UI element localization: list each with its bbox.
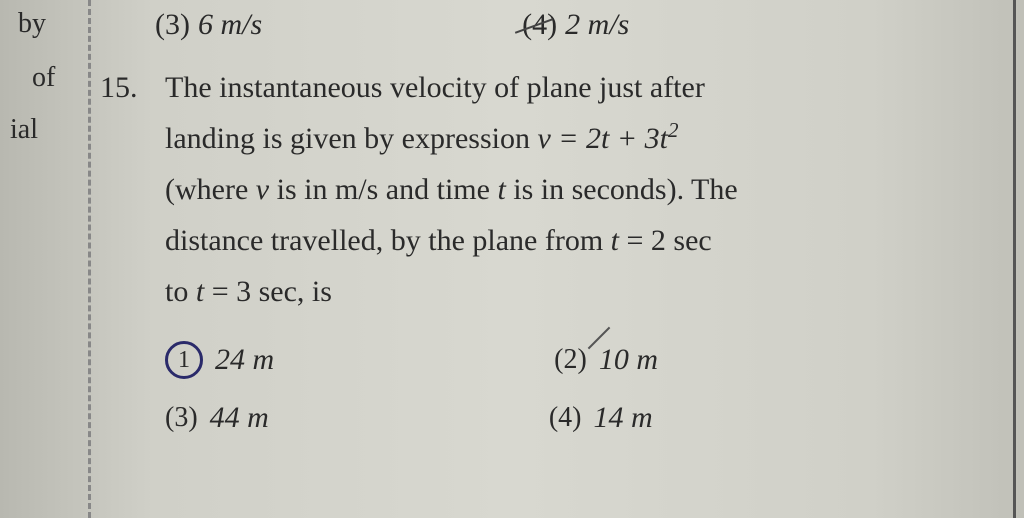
answer-4-label: (4) [549,402,582,434]
margin-text-ial: ial [10,114,38,146]
q-line5-c: = 3 sec, is [204,275,332,308]
q-line5-t: t [196,275,204,308]
option-4-label: (4) [522,8,557,42]
q-line3-v: v [256,173,269,206]
option-3-label: (3) [155,8,190,42]
q-line3-a: (where [165,173,256,206]
answer-row-1: 1 24 m (2) 10 m [165,341,1000,379]
answer-2-label: (2) [554,344,587,376]
answer-2-value: 10 m [599,343,658,377]
question-text: The instantaneous velocity of plane just… [165,62,1000,317]
answer-row-2: (3) 44 m (4) 14 m [165,401,1000,435]
question-line-5: to t = 3 sec, is [165,266,970,317]
answer-3-value: 44 m [210,401,269,435]
answer-3-label: (3) [165,402,198,434]
q-line2-expr: v = 2t + 3t [537,122,667,155]
q-line5-a: to [165,275,196,308]
q-line4-c: = 2 sec [619,224,712,257]
q-line2-sup: 2 [668,118,679,142]
answer-options: 1 24 m (2) 10 m (3) 44 m (4) 14 m [165,341,1000,435]
margin-text-of: of [32,62,55,94]
question-line-2: landing is given by expression v = 2t + … [165,113,970,164]
content-area: (3) 6 m/s (4) 2 m/s 15. The instantaneou… [100,0,1000,457]
question-15: 15. The instantaneous velocity of plane … [100,62,1000,317]
option-4-value: 2 m/s [565,8,629,42]
option-3-value: 6 m/s [198,8,262,42]
answer-1-circle: 1 [165,341,203,379]
q-line3-e: is in seconds). The [506,173,738,206]
q-line4-t: t [611,224,619,257]
margin-text-by: by [18,8,46,40]
margin-divider [88,0,91,518]
answer-1-value: 24 m [215,343,274,377]
left-margin: by of ial [0,0,88,518]
answer-4-value: 14 m [593,401,652,435]
q-line4-a: distance travelled, by the plane from [165,224,611,257]
page-background: by of ial (3) 6 m/s (4) 2 m/s 15. The in… [0,0,1024,518]
question-line-3: (where v is in m/s and time t is in seco… [165,164,970,215]
answer-4: (4) 14 m [549,401,653,435]
answer-1: 1 24 m [165,341,274,379]
question-line-4: distance travelled, by the plane from t … [165,215,970,266]
option-4: (4) 2 m/s [522,8,629,42]
right-margin-line [1013,0,1016,518]
previous-question-options: (3) 6 m/s (4) 2 m/s [155,8,1000,42]
answer-3: (3) 44 m [165,401,269,435]
question-number: 15. [100,62,145,317]
q-line3-t: t [497,173,505,206]
q-line2-a: landing is given by expression [165,122,537,155]
q-line3-c: is in m/s and time [269,173,497,206]
question-line-1: The instantaneous velocity of plane just… [165,62,970,113]
option-3: (3) 6 m/s [155,8,262,42]
answer-2: (2) 10 m [554,343,658,377]
